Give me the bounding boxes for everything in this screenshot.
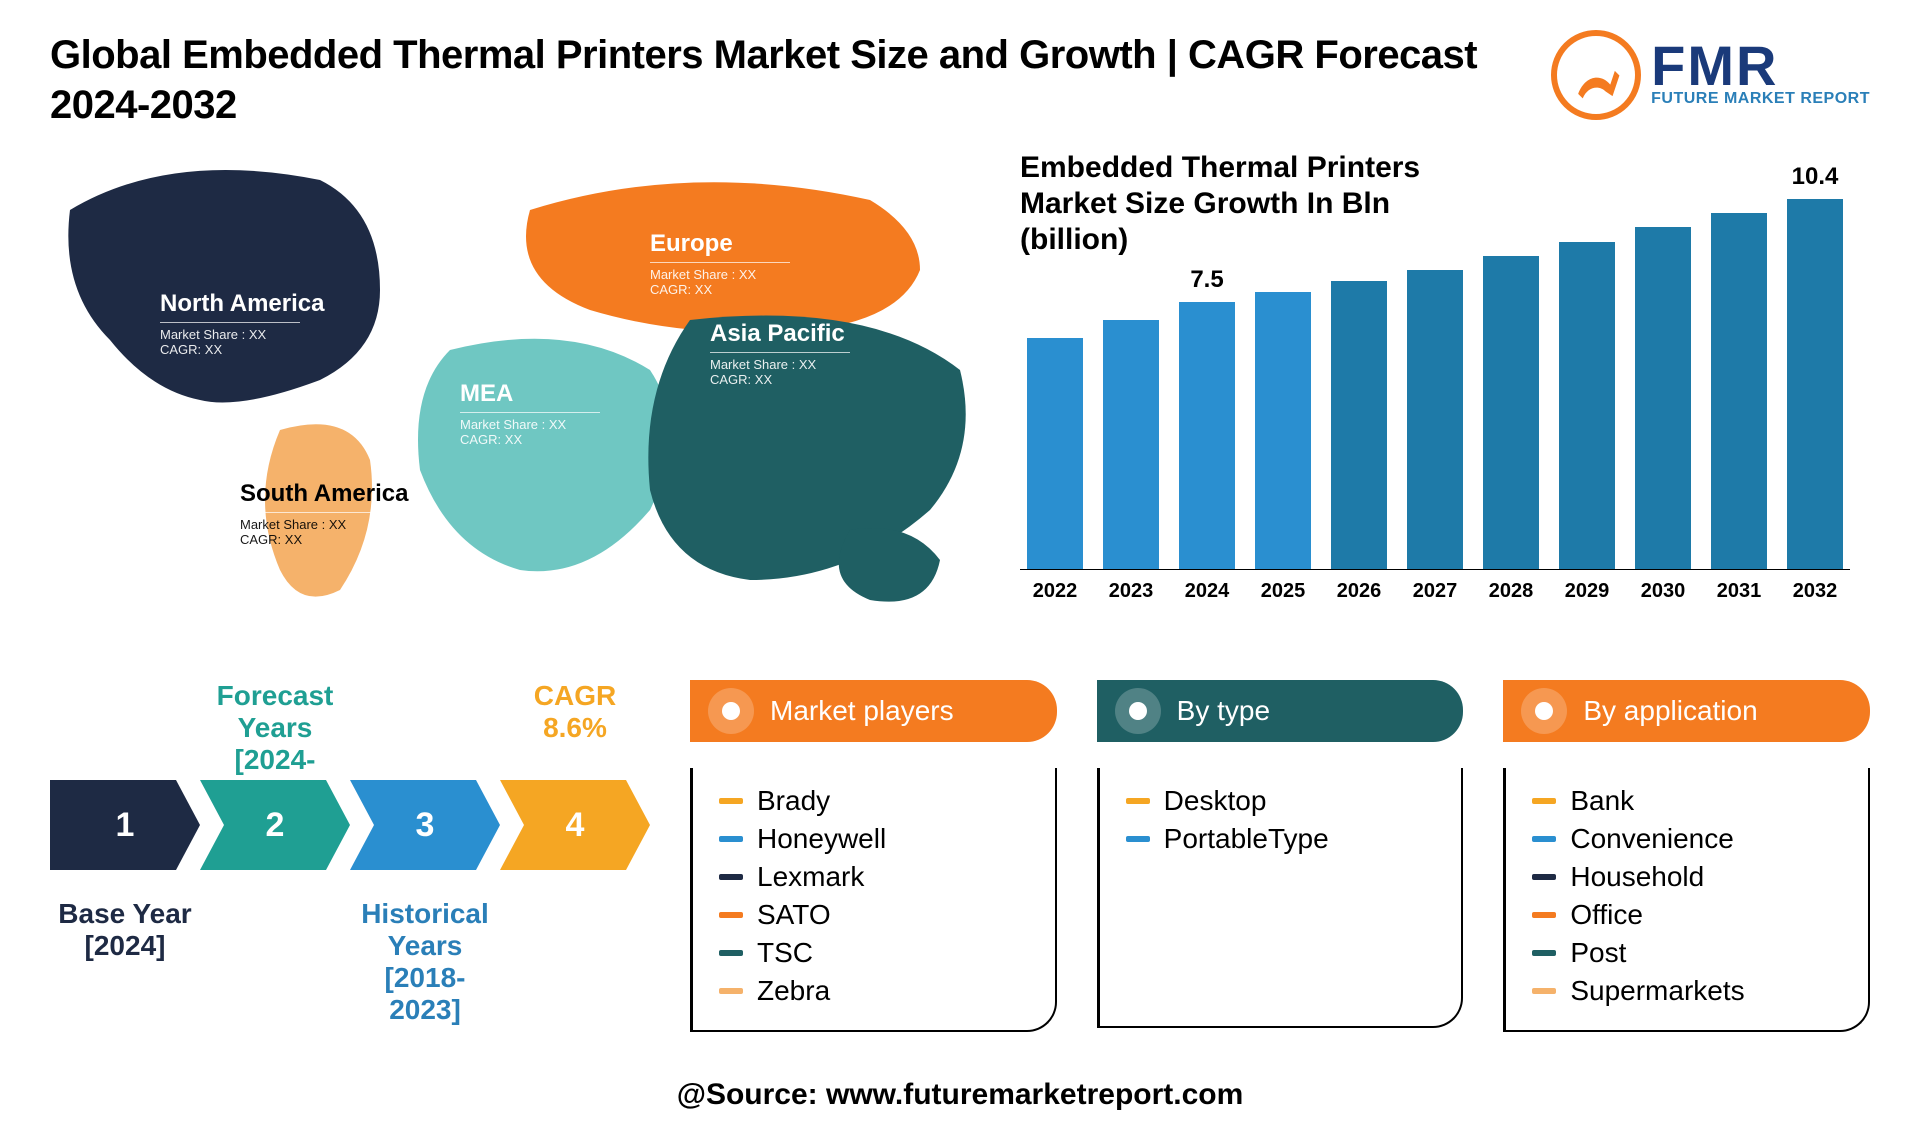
tick-icon [1532, 874, 1556, 880]
bar-2031: 2031 [1704, 213, 1774, 569]
tick-icon [1532, 950, 1556, 956]
map-region-mea [418, 339, 670, 572]
map-region-australia [839, 528, 940, 602]
bar-2026: 2026 [1324, 281, 1394, 569]
map-label-asia-pacific: Asia PacificMarket Share : XXCAGR: XX [710, 320, 850, 387]
tick-icon [1126, 798, 1150, 804]
list-item: TSC [719, 934, 1033, 972]
list-item: Convenience [1532, 820, 1846, 858]
tick-icon [1126, 836, 1150, 842]
list-item: Post [1532, 934, 1846, 972]
bar-2030: 2030 [1628, 227, 1698, 569]
list-item: SATO [719, 896, 1033, 934]
tick-icon [719, 950, 743, 956]
list-item: Zebra [719, 972, 1033, 1010]
chevron-2: 2 [200, 780, 350, 870]
world-map: North AmericaMarket Share : XXCAGR: XX So… [50, 150, 990, 610]
tick-icon [719, 874, 743, 880]
base-year-label: Base Year [2024] [50, 898, 200, 1026]
bar-2023: 2023 [1096, 320, 1166, 569]
map-label-europe: EuropeMarket Share : XXCAGR: XX [650, 230, 790, 297]
bar-2028: 2028 [1476, 256, 1546, 569]
category-by-application: By applicationBankConvenienceHouseholdOf… [1503, 680, 1870, 1032]
bar-2032: 10.42032 [1780, 199, 1850, 569]
historical-years-label: Historical Years [2018-2023] [350, 898, 500, 1026]
bullet-icon [1115, 688, 1161, 734]
tick-icon [719, 798, 743, 804]
brand-logo: FMR FUTURE MARKET REPORT [1551, 30, 1870, 120]
tick-icon [1532, 988, 1556, 994]
map-label-north-america: North AmericaMarket Share : XXCAGR: XX [160, 290, 324, 357]
bar-2029: 2029 [1552, 242, 1622, 569]
category-columns: Market playersBradyHoneywellLexmarkSATOT… [690, 680, 1870, 1032]
bar-2027: 2027 [1400, 270, 1470, 569]
list-item: Household [1532, 858, 1846, 896]
logo-mark-icon [1551, 30, 1641, 120]
logo-tagline: FUTURE MARKET REPORT [1651, 90, 1870, 108]
chevron-1: 1 [50, 780, 200, 870]
list-item: Brady [719, 782, 1033, 820]
tick-icon [719, 836, 743, 842]
map-label-south-america: South AmericaMarket Share : XXCAGR: XX [240, 480, 408, 547]
bar-2024: 7.52024 [1172, 302, 1242, 569]
logo-initials: FMR [1651, 42, 1870, 90]
bullet-icon [708, 688, 754, 734]
tick-icon [719, 988, 743, 994]
list-item: Office [1532, 896, 1846, 934]
list-item: PortableType [1126, 820, 1440, 858]
tick-icon [1532, 798, 1556, 804]
timeline: Forecast Years [2024-2032] CAGR 8.6% 123… [50, 680, 650, 1026]
map-region-north-america [68, 170, 380, 403]
list-item: Honeywell [719, 820, 1033, 858]
tick-icon [719, 912, 743, 918]
chevron-3: 3 [350, 780, 500, 870]
bar-chart: Embedded Thermal Printers Market Size Gr… [1020, 150, 1870, 610]
list-item: Supermarkets [1532, 972, 1846, 1010]
bullet-icon [1521, 688, 1567, 734]
chart-bars: 202220237.520242025202620272028202920302… [1020, 190, 1850, 570]
category-market-players: Market playersBradyHoneywellLexmarkSATOT… [690, 680, 1057, 1032]
bar-2025: 2025 [1248, 292, 1318, 570]
bar-2022: 2022 [1020, 338, 1090, 569]
page-title: Global Embedded Thermal Printers Market … [50, 30, 1550, 130]
list-item: Desktop [1126, 782, 1440, 820]
list-item: Bank [1532, 782, 1846, 820]
map-label-mea: MEAMarket Share : XXCAGR: XX [460, 380, 600, 447]
tick-icon [1532, 912, 1556, 918]
list-item: Lexmark [719, 858, 1033, 896]
category-by-type: By typeDesktopPortableType [1097, 680, 1464, 1032]
chevron-4: 4 [500, 780, 650, 870]
source-line: @Source: www.futuremarketreport.com [0, 1078, 1920, 1112]
tick-icon [1532, 836, 1556, 842]
